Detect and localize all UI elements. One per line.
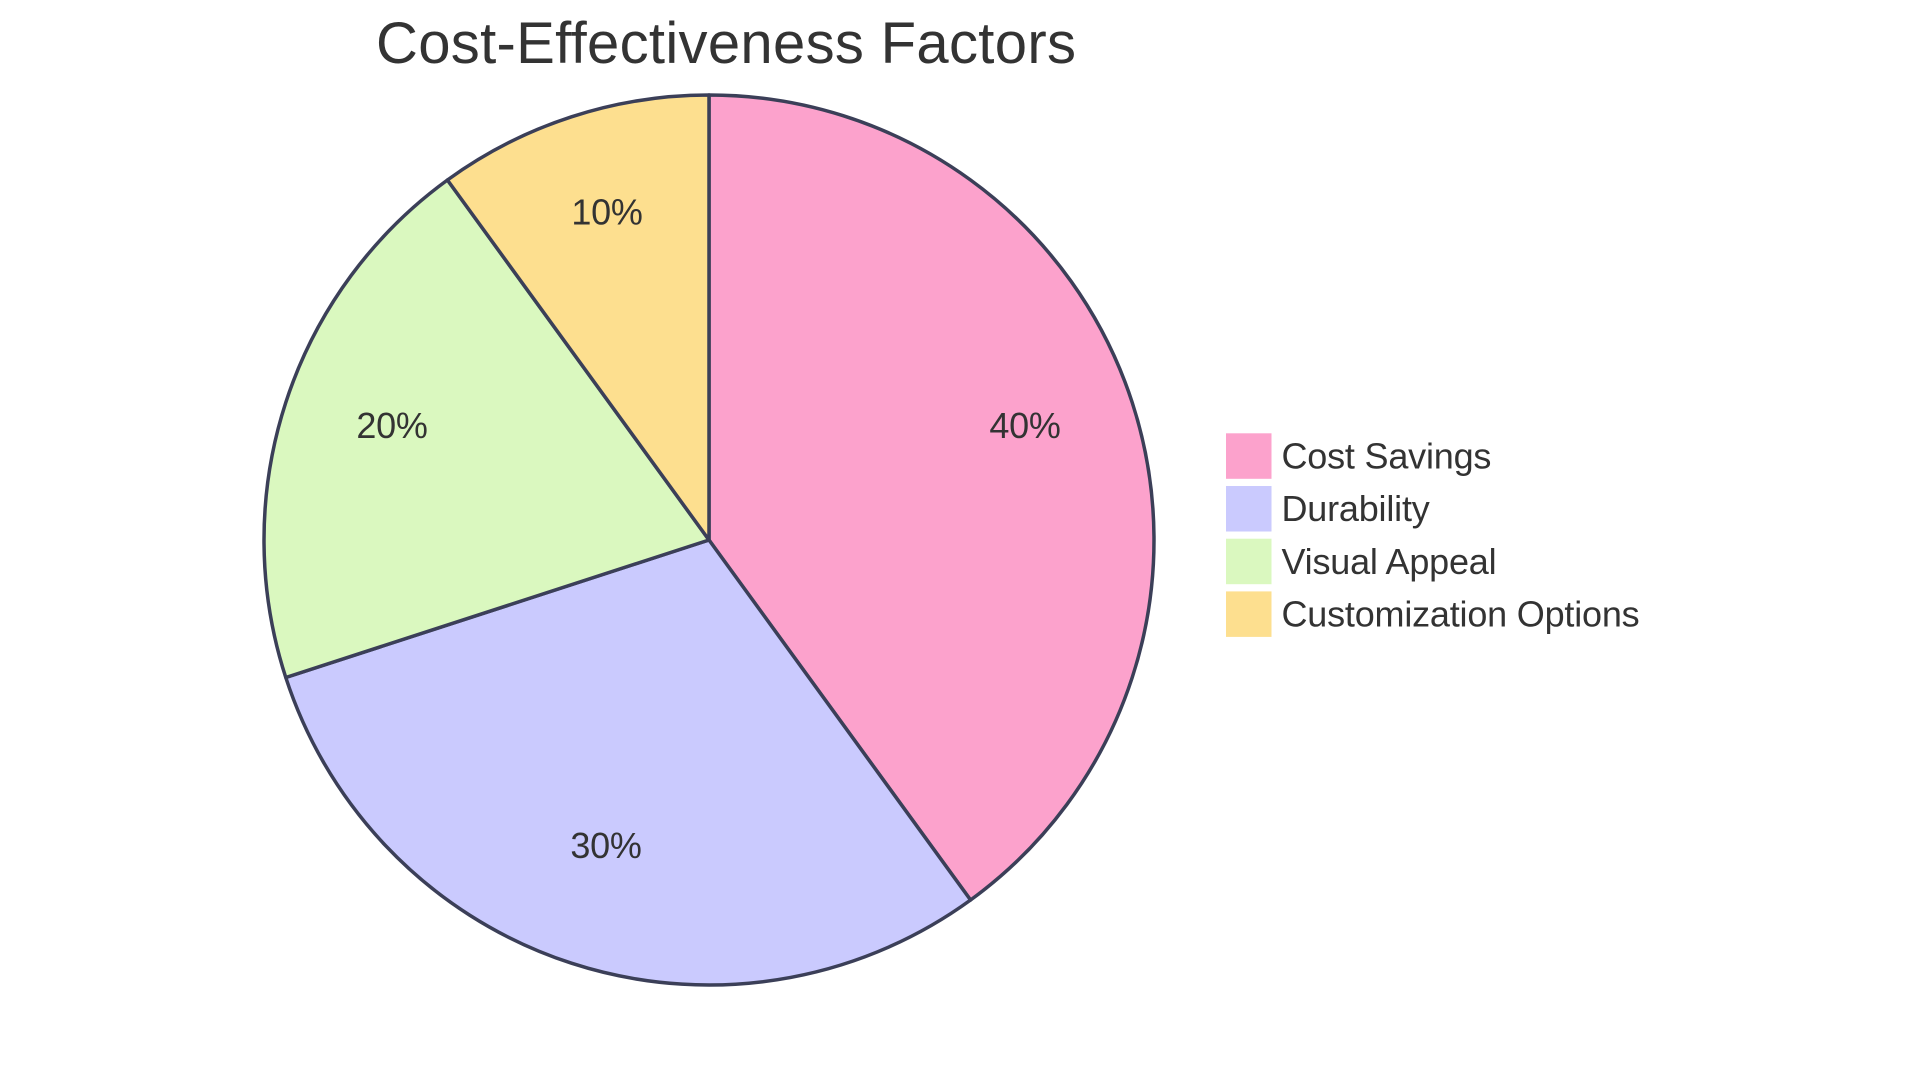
svg-text:20%: 20% [356,405,427,446]
svg-text:10%: 10% [571,192,642,233]
svg-text:Cost Savings: Cost Savings [1282,436,1492,477]
svg-text:30%: 30% [570,825,641,866]
svg-text:Cost-Effectiveness Factors: Cost-Effectiveness Factors [376,11,1076,76]
svg-text:40%: 40% [989,405,1060,446]
svg-text:Durability: Durability [1282,488,1430,529]
svg-text:Visual Appeal: Visual Appeal [1282,541,1497,582]
svg-text:Customization Options: Customization Options [1282,594,1640,635]
